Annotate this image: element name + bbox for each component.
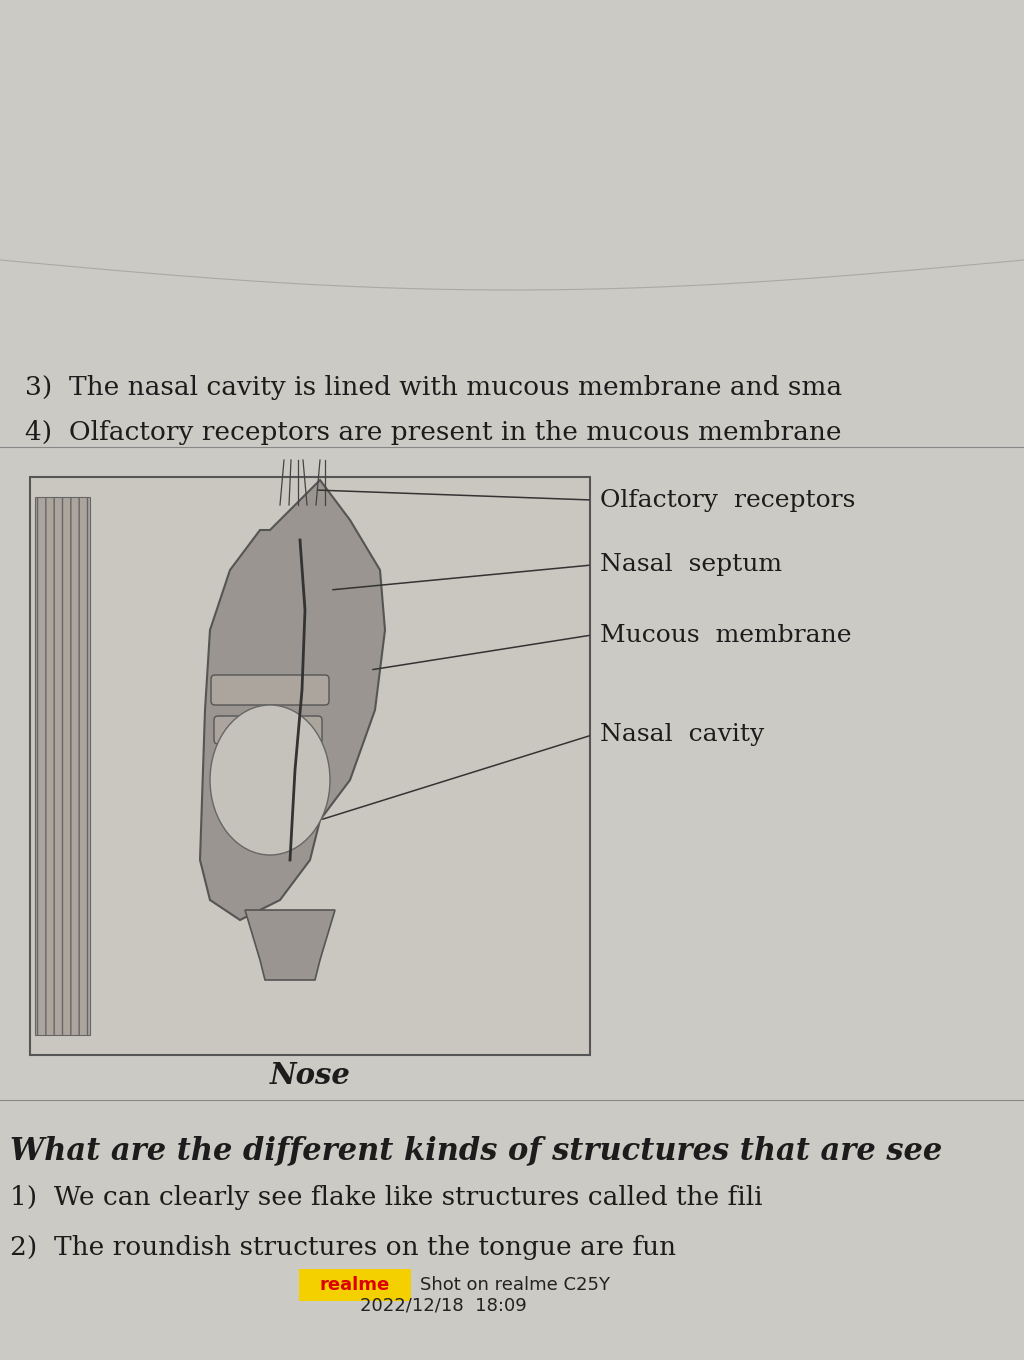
Ellipse shape (210, 704, 330, 855)
Text: 3)  The nasal cavity is lined with mucous membrane and sma: 3) The nasal cavity is lined with mucous… (25, 375, 842, 400)
FancyBboxPatch shape (0, 0, 200, 310)
Polygon shape (200, 480, 385, 919)
Text: Olfactory  receptors: Olfactory receptors (600, 488, 855, 511)
Text: Nose: Nose (269, 1061, 350, 1089)
FancyBboxPatch shape (299, 1269, 411, 1302)
FancyBboxPatch shape (0, 0, 130, 218)
Text: 4)  Olfactory receptors are present in the mucous membrane: 4) Olfactory receptors are present in th… (25, 420, 842, 445)
FancyBboxPatch shape (230, 0, 350, 186)
Text: 2)  The roundish structures on the tongue are fun: 2) The roundish structures on the tongue… (10, 1235, 676, 1259)
Text: Shot on realme C25Y: Shot on realme C25Y (420, 1276, 610, 1293)
FancyBboxPatch shape (35, 496, 90, 1035)
Text: 2022/12/18  18:09: 2022/12/18 18:09 (360, 1296, 526, 1314)
FancyBboxPatch shape (211, 675, 329, 704)
FancyBboxPatch shape (790, 0, 1024, 264)
FancyBboxPatch shape (214, 715, 322, 744)
Polygon shape (245, 910, 335, 981)
FancyBboxPatch shape (218, 758, 316, 783)
FancyBboxPatch shape (100, 30, 260, 277)
FancyBboxPatch shape (0, 0, 1024, 310)
Text: Nasal  cavity: Nasal cavity (600, 724, 764, 747)
Text: Mucous  membrane: Mucous membrane (600, 623, 852, 646)
Text: What are the different kinds of structures that are see: What are the different kinds of structur… (10, 1136, 942, 1166)
Text: Nasal  septum: Nasal septum (600, 554, 782, 577)
Text: realme: realme (319, 1276, 390, 1293)
Text: 1)  We can clearly see flake like structures called the fili: 1) We can clearly see flake like structu… (10, 1185, 763, 1210)
FancyBboxPatch shape (30, 477, 590, 1055)
FancyBboxPatch shape (0, 260, 1024, 1360)
Text: True
Ba: True Ba (869, 78, 944, 140)
FancyBboxPatch shape (221, 798, 309, 821)
